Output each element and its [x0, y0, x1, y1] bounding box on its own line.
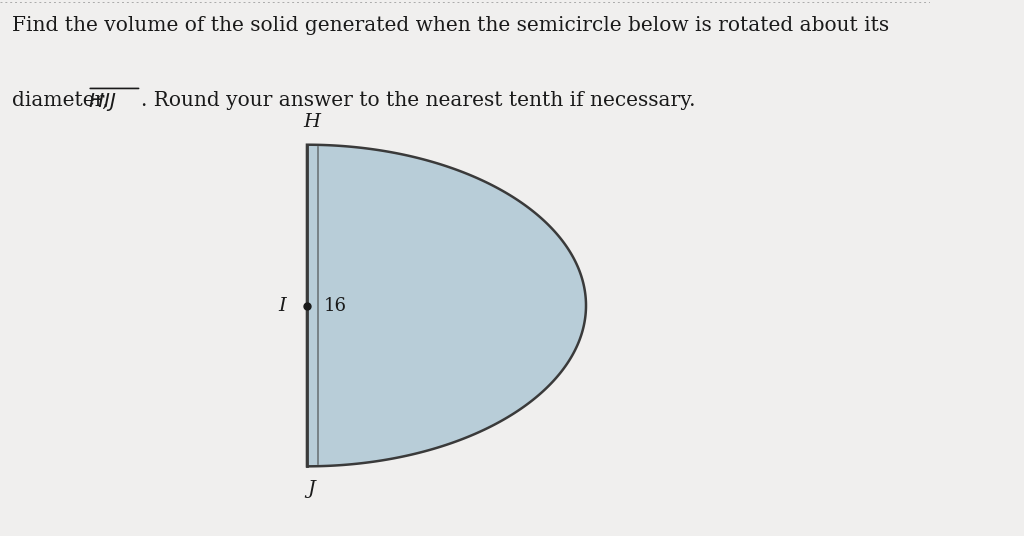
- Polygon shape: [307, 145, 586, 466]
- Text: . Round your answer to the nearest tenth if necessary.: . Round your answer to the nearest tenth…: [141, 91, 696, 110]
- Text: J: J: [307, 480, 315, 498]
- Text: 16: 16: [324, 296, 347, 315]
- Text: Find the volume of the solid generated when the semicircle below is rotated abou: Find the volume of the solid generated w…: [12, 16, 889, 35]
- Text: diameter,: diameter,: [12, 91, 115, 110]
- Text: H: H: [303, 113, 321, 131]
- Text: I: I: [279, 296, 287, 315]
- Text: $\mathit{HIJ}$: $\mathit{HIJ}$: [88, 91, 117, 113]
